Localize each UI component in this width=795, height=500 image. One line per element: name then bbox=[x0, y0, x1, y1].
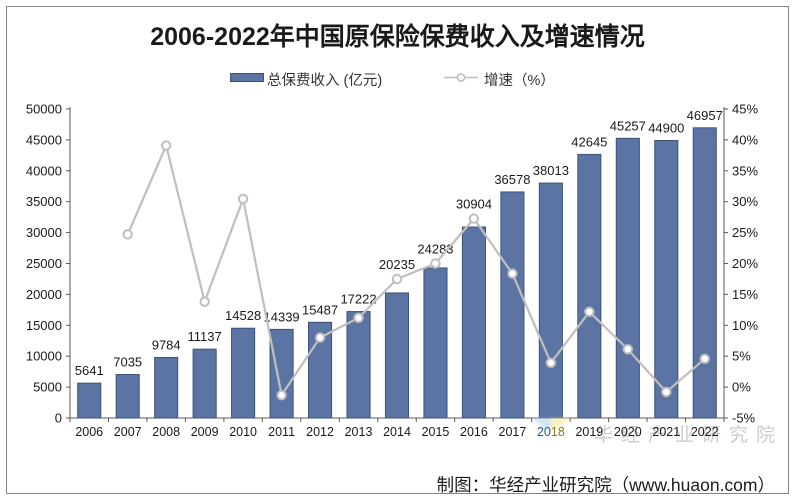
svg-text:2021: 2021 bbox=[652, 425, 680, 439]
svg-text:2017: 2017 bbox=[499, 425, 527, 439]
svg-text:15%: 15% bbox=[732, 287, 758, 302]
svg-text:45257: 45257 bbox=[610, 118, 646, 133]
svg-text:5%: 5% bbox=[732, 349, 751, 364]
svg-text:38013: 38013 bbox=[533, 163, 569, 178]
svg-text:9784: 9784 bbox=[152, 338, 181, 353]
svg-text:44900: 44900 bbox=[648, 121, 684, 136]
svg-text:2016: 2016 bbox=[460, 425, 488, 439]
svg-text:2006: 2006 bbox=[75, 425, 103, 439]
svg-text:50000: 50000 bbox=[26, 102, 62, 117]
svg-text:15000: 15000 bbox=[26, 318, 62, 333]
svg-text:25%: 25% bbox=[732, 225, 758, 240]
svg-text:7035: 7035 bbox=[113, 355, 142, 370]
svg-text:2015: 2015 bbox=[422, 425, 450, 439]
svg-text:10%: 10% bbox=[732, 318, 758, 333]
svg-text:45000: 45000 bbox=[26, 132, 62, 147]
svg-text:2018: 2018 bbox=[537, 425, 565, 439]
svg-text:2008: 2008 bbox=[152, 425, 180, 439]
svg-text:15487: 15487 bbox=[302, 302, 338, 317]
svg-text:20%: 20% bbox=[732, 256, 758, 271]
svg-text:2013: 2013 bbox=[345, 425, 373, 439]
svg-text:40%: 40% bbox=[732, 132, 758, 147]
svg-text:30904: 30904 bbox=[456, 197, 492, 212]
svg-text:30%: 30% bbox=[732, 194, 758, 209]
svg-text:2012: 2012 bbox=[306, 425, 334, 439]
svg-text:10000: 10000 bbox=[26, 349, 62, 364]
svg-text:35%: 35% bbox=[732, 163, 758, 178]
svg-text:2009: 2009 bbox=[191, 425, 219, 439]
svg-text:5641: 5641 bbox=[75, 363, 104, 378]
svg-text:0: 0 bbox=[55, 411, 62, 426]
svg-text:14339: 14339 bbox=[264, 309, 300, 324]
svg-text:2011: 2011 bbox=[268, 425, 295, 439]
svg-text:2022: 2022 bbox=[691, 425, 719, 439]
svg-text:11137: 11137 bbox=[188, 329, 222, 344]
svg-text:36578: 36578 bbox=[494, 172, 530, 187]
svg-text:14528: 14528 bbox=[225, 308, 261, 323]
svg-text:5000: 5000 bbox=[33, 380, 62, 395]
svg-text:20235: 20235 bbox=[379, 257, 415, 272]
svg-text:42645: 42645 bbox=[571, 134, 607, 149]
svg-text:2014: 2014 bbox=[383, 425, 411, 439]
svg-text:30000: 30000 bbox=[26, 225, 62, 240]
svg-text:45%: 45% bbox=[732, 102, 758, 117]
svg-text:2007: 2007 bbox=[114, 425, 142, 439]
svg-text:2010: 2010 bbox=[229, 425, 257, 439]
svg-text:35000: 35000 bbox=[26, 194, 62, 209]
svg-text:0%: 0% bbox=[732, 380, 751, 395]
svg-text:2020: 2020 bbox=[614, 425, 642, 439]
svg-text:2019: 2019 bbox=[575, 425, 603, 439]
svg-text:46957: 46957 bbox=[687, 108, 723, 123]
svg-text:25000: 25000 bbox=[26, 256, 62, 271]
svg-text:-5%: -5% bbox=[732, 411, 756, 426]
svg-text:40000: 40000 bbox=[26, 163, 62, 178]
svg-text:20000: 20000 bbox=[26, 287, 62, 302]
